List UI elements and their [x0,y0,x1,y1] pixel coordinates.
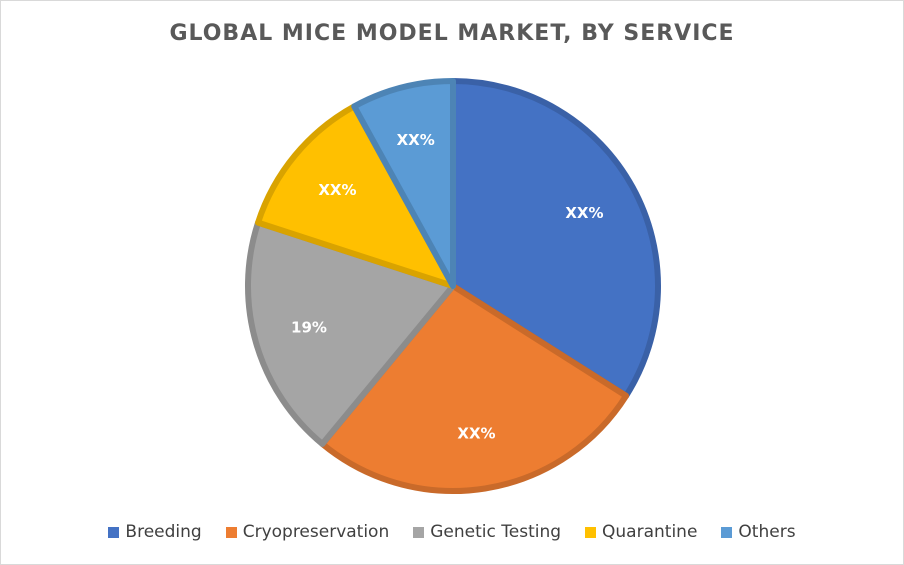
data-label-others: XX% [397,131,435,149]
legend-label: Quarantine [602,522,698,542]
legend-item-cryopreservation: Cryopreservation [225,522,390,542]
chart-title: GLOBAL MICE MODEL MARKET, BY SERVICE [169,21,735,46]
legend-swatch [225,526,237,538]
pie-slice-genetic-testing [245,219,456,447]
legend-swatch [413,526,425,538]
pie-slice-others [351,78,456,289]
legend-swatch [108,526,120,538]
legend-label: Others [738,522,796,542]
legend-swatch [585,526,597,538]
legend-swatch [721,526,733,538]
legend-label: Cryopreservation [242,522,390,542]
legend-item-breeding: Breeding [108,522,202,542]
legend-item-genetic-testing: Genetic Testing [413,522,561,542]
chart-legend: Breeding Cryopreservation Genetic Testing Q… [1,522,903,542]
pie-slice-quarantine [255,103,456,289]
data-label-breeding: XX% [565,204,603,222]
legend-item-quarantine: Quarantine [585,522,697,542]
data-label-genetic-testing: 19% [291,318,327,336]
legend-item-others: Others [721,522,796,542]
pie-slice-cryopreservation [319,283,630,494]
data-label-quarantine: XX% [318,181,356,199]
data-label-cryopreservation: XX% [457,425,495,443]
legend-label: Breeding [125,522,202,542]
legend-label: Genetic Testing [430,522,562,542]
